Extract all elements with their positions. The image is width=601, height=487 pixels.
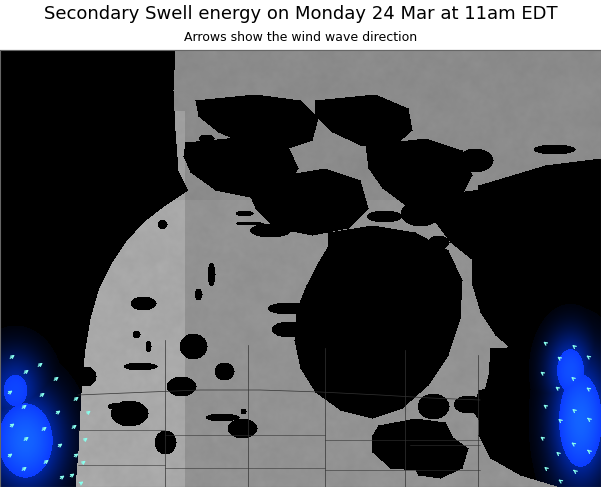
Text: Secondary Swell energy on Monday 24 Mar at 11am EDT: Secondary Swell energy on Monday 24 Mar … (44, 5, 557, 23)
Text: Arrows show the wind wave direction: Arrows show the wind wave direction (184, 31, 417, 44)
